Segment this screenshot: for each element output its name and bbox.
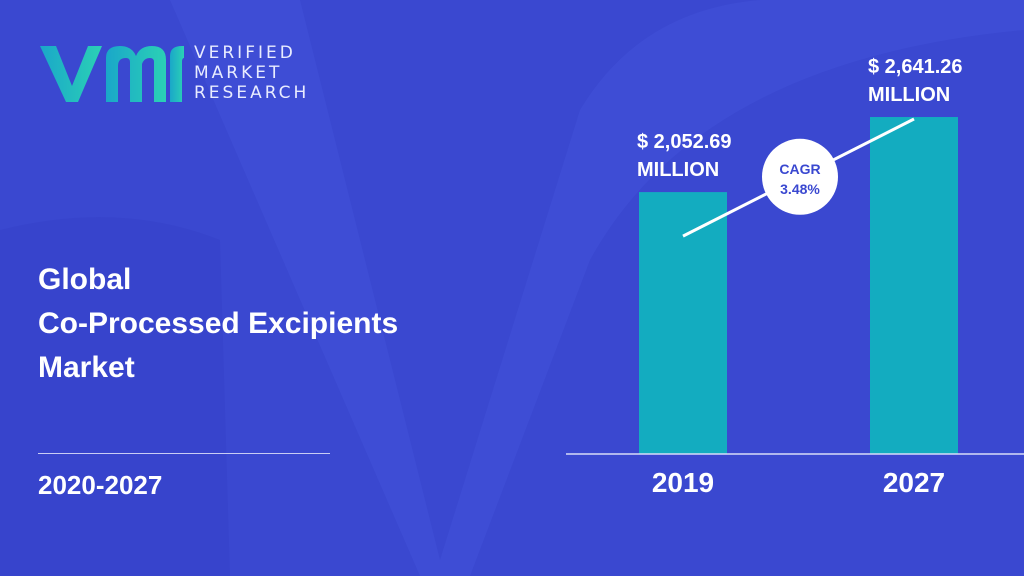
- brand-line-3: RESEARCH: [194, 83, 310, 103]
- cagr-badge: [762, 138, 838, 215]
- report-title: Global Co-Processed Excipients Market: [38, 258, 398, 390]
- brand-line-2: MARKET: [194, 63, 283, 83]
- bar-2027: [870, 117, 958, 454]
- title-divider: [38, 453, 330, 454]
- title-line-3: Market: [38, 351, 135, 384]
- brand-line-1: VERIFIED: [194, 43, 296, 63]
- brand-logo: VERIFIED MARKET RESEARCH: [36, 40, 309, 106]
- x-tick-label-2019: 2019: [652, 467, 714, 498]
- bar-2019: [639, 192, 727, 454]
- bar-value-label-2027: MILLION: [868, 84, 950, 106]
- forecast-period: 2020-2027: [38, 470, 163, 500]
- vmr-logo-icon: [40, 46, 184, 102]
- brand-name: VERIFIED MARKET RESEARCH: [194, 43, 309, 103]
- x-tick-label-2027: 2027: [883, 467, 945, 498]
- bar-value-label-2027: $ 2,641.26: [868, 56, 963, 78]
- cagr-label: CAGR: [779, 161, 820, 177]
- bar-value-label-2019: $ 2,052.69: [637, 131, 732, 153]
- title-line-1: Global: [38, 263, 132, 296]
- title-line-2: Co-Processed Excipients: [38, 307, 399, 340]
- cagr-label: 3.48%: [780, 181, 820, 197]
- bar-value-label-2019: MILLION: [637, 159, 719, 181]
